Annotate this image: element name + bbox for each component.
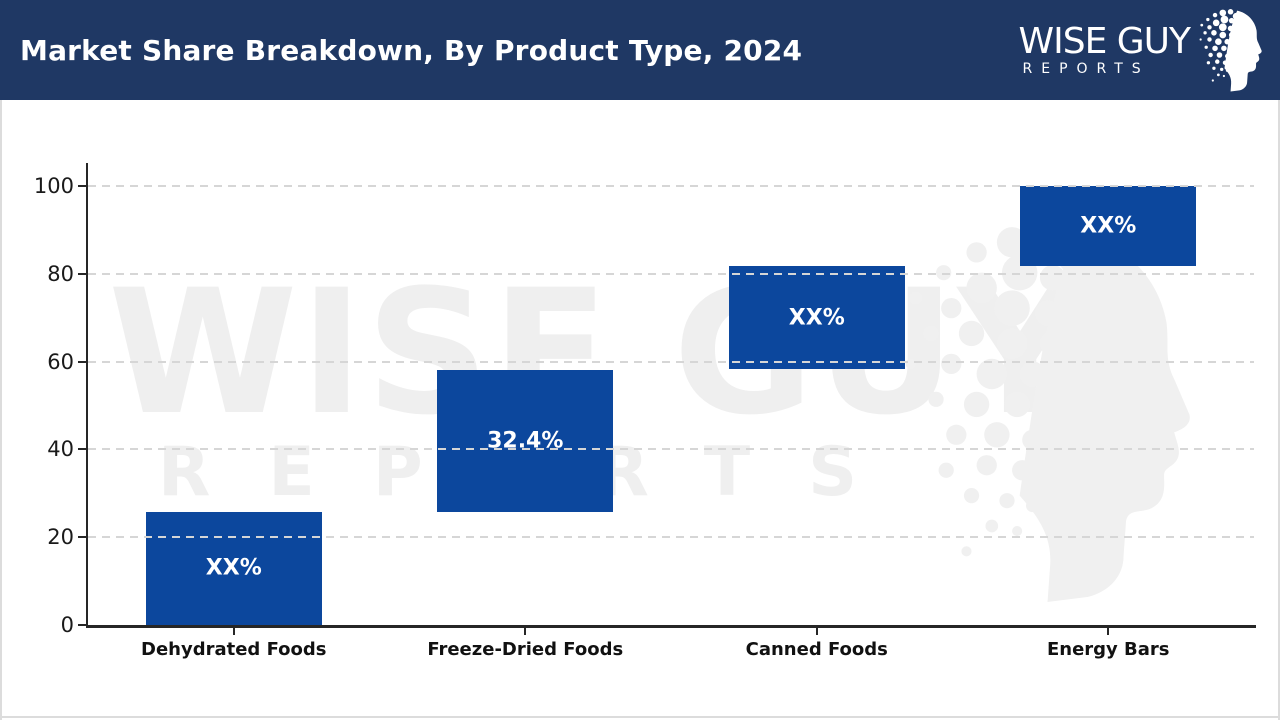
logo-reports-text: REPORTS <box>1022 60 1150 77</box>
y-tick-label: 0 <box>60 613 74 637</box>
gridline <box>88 272 1254 275</box>
bar-value-label: XX% <box>788 305 845 331</box>
y-tick-label: 60 <box>47 349 74 374</box>
gridline <box>88 360 1254 363</box>
y-tick-label: 20 <box>47 525 74 550</box>
x-tick-label: Energy Bars <box>1046 639 1170 660</box>
x-tick-mark <box>815 628 818 635</box>
x-tick-mark <box>232 628 235 635</box>
bar-segment: XX% <box>728 265 905 370</box>
x-tick-mark <box>1107 628 1110 635</box>
y-axis-spine <box>86 163 88 627</box>
bar-segment: XX% <box>145 511 322 625</box>
page-border-left <box>0 100 2 720</box>
gridline <box>88 536 1254 539</box>
gridline <box>88 185 1254 187</box>
bar-value-label: XX% <box>1080 213 1137 239</box>
y-tick-mark <box>78 448 87 451</box>
y-tick-label: 100 <box>33 174 74 198</box>
y-tick-mark <box>78 624 87 626</box>
x-tick-label: Freeze-Dried Foods <box>427 639 624 660</box>
x-tick-label: Canned Foods <box>745 639 888 660</box>
x-tick-mark <box>524 628 527 635</box>
y-tick-label: 80 <box>47 261 74 286</box>
gridline <box>88 448 1254 451</box>
page-border-right <box>1278 100 1280 720</box>
header-banner: Market Share Breakdown, By Product Type,… <box>0 0 1280 100</box>
y-tick-mark <box>78 536 87 539</box>
y-tick-mark <box>78 272 87 275</box>
y-tick-mark <box>78 185 87 187</box>
bar-segment: XX% <box>1020 186 1197 266</box>
y-tick-mark <box>78 360 87 363</box>
x-axis-spine <box>86 625 1256 628</box>
logo-text: WISE GUY REPORTS <box>1018 20 1191 77</box>
logo-wiseguy-text: WISE GUY <box>1018 20 1191 62</box>
page-title: Market Share Breakdown, By Product Type,… <box>20 33 803 67</box>
bar-value-label: XX% <box>205 555 262 581</box>
x-tick-label: Dehydrated Foods <box>141 639 327 660</box>
wise-guy-reports-logo: WISE GUY REPORTS <box>1019 8 1267 92</box>
y-tick-label: 40 <box>47 437 74 462</box>
bar-segment: 32.4% <box>437 369 614 512</box>
page-border-bottom <box>0 716 1280 718</box>
